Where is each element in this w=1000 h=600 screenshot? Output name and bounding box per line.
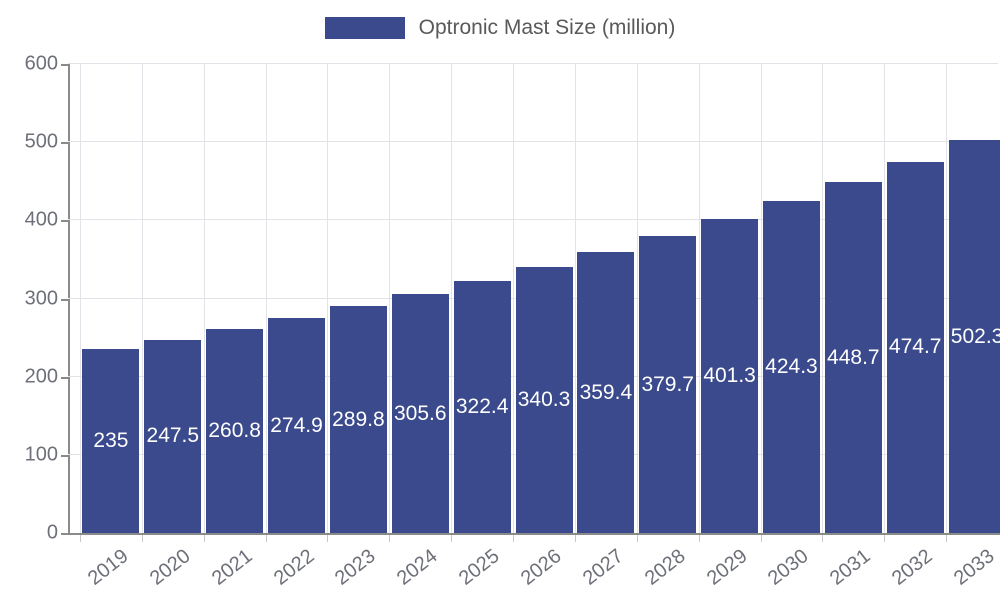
bar-value-label: 401.3 — [703, 364, 756, 388]
x-gridline — [760, 64, 762, 533]
x-axis-tick — [265, 535, 267, 542]
x-axis-tick — [698, 535, 700, 542]
y-axis-tick — [61, 64, 68, 66]
x-axis-tick — [327, 535, 329, 542]
y-axis-tick — [61, 376, 68, 379]
bar: 305.6 — [391, 294, 449, 533]
y-axis-tick-label: 600 — [24, 52, 58, 75]
bar: 260.8 — [206, 329, 264, 533]
x-gridline — [327, 64, 329, 533]
x-axis-tick-label: 2032 — [888, 545, 937, 590]
y-gridline — [68, 63, 998, 64]
x-axis-tick-label: 2033 — [949, 545, 999, 590]
legend-label[interactable]: Optronic Mast Size (million) — [418, 16, 676, 39]
x-axis-tick — [636, 535, 638, 542]
y-gridline — [68, 219, 998, 221]
x-gridline — [574, 64, 576, 533]
legend-swatch[interactable] — [324, 17, 405, 39]
y-axis-tick-label: 100 — [24, 443, 58, 466]
x-gridline — [203, 64, 205, 533]
x-axis-tick-label: 2023 — [331, 545, 380, 590]
bar: 424.3 — [762, 201, 820, 533]
bar: 448.7 — [824, 182, 882, 533]
x-axis-tick — [574, 535, 576, 542]
bar-value-label: 247.5 — [146, 424, 200, 448]
x-gridline — [946, 64, 948, 533]
x-gridline — [141, 64, 143, 533]
y-axis-tick-label: 0 — [46, 521, 58, 544]
bar: 401.3 — [701, 219, 759, 533]
x-axis-tick — [760, 535, 762, 542]
bar-value-label: 340.3 — [517, 388, 571, 411]
x-gridline — [80, 64, 81, 533]
bar-value-label: 379.7 — [641, 372, 694, 396]
bar-value-label: 424.3 — [765, 355, 818, 379]
bar-value-label: 448.7 — [827, 345, 880, 369]
bar: 474.7 — [886, 161, 944, 533]
x-axis-tick-label: 2019 — [83, 545, 133, 590]
legend[interactable]: Optronic Mast Size (million) — [0, 16, 1000, 40]
x-axis-tick-label: 2025 — [455, 545, 504, 590]
bar-value-label: 359.4 — [579, 380, 633, 404]
x-gridline — [513, 64, 515, 533]
bar-value-label: 274.9 — [270, 413, 323, 437]
bar-value-label: 235 — [93, 429, 129, 453]
bar: 247.5 — [144, 339, 202, 533]
x-axis-tick — [389, 535, 391, 542]
bar-value-label: 474.7 — [888, 335, 942, 359]
bar: 322.4 — [453, 281, 511, 533]
x-gridline — [389, 64, 391, 533]
bar: 289.8 — [329, 306, 387, 533]
plot-area: 235 247.5 260.8 274.9 289.8 305.6 322.4 340.3 35… — [68, 63, 1000, 535]
x-axis-tick-label: 2030 — [764, 545, 813, 590]
x-axis-tick-label: 2020 — [145, 545, 195, 590]
y-axis-line — [68, 64, 70, 535]
x-axis-tick — [884, 535, 886, 542]
y-axis-tick — [61, 298, 68, 301]
y-axis-tick-label: 400 — [24, 208, 58, 231]
x-gridline — [265, 64, 267, 533]
x-axis-tick-label: 2024 — [393, 545, 442, 590]
bar-value-label: 289.8 — [332, 407, 385, 431]
x-gridline — [636, 64, 638, 533]
bar-value-label: 305.6 — [393, 401, 447, 425]
bar: 359.4 — [577, 252, 635, 533]
x-axis-tick — [141, 535, 143, 542]
y-axis-tick — [61, 454, 68, 457]
x-axis-tick — [822, 535, 824, 542]
bar: 235 — [82, 349, 140, 533]
x-gridline — [822, 64, 824, 533]
x-axis-tick — [203, 535, 205, 542]
bar: 379.7 — [639, 236, 697, 533]
y-axis-tick — [61, 142, 68, 145]
y-axis-tick — [61, 220, 68, 223]
y-axis-tick — [61, 533, 68, 535]
bar-value-label: 502.3 — [950, 324, 1000, 348]
x-axis-tick-label: 2027 — [578, 545, 628, 590]
x-gridline — [884, 64, 886, 533]
x-gridline — [698, 64, 700, 533]
bar: 274.9 — [268, 318, 326, 533]
bar: 340.3 — [515, 267, 573, 533]
x-axis-tick-label: 2021 — [207, 545, 257, 590]
bar: 502.3 — [948, 140, 1000, 533]
y-axis-tick-label: 200 — [24, 365, 58, 388]
bar-value-label: 260.8 — [208, 419, 261, 443]
x-axis-line — [68, 533, 1000, 535]
y-axis-tick-label: 500 — [24, 130, 58, 153]
x-axis-tick-label: 2028 — [640, 545, 690, 590]
x-axis-tick-label: 2029 — [702, 545, 752, 590]
x-axis-tick-label: 2031 — [826, 545, 875, 590]
x-axis-tick — [513, 535, 515, 542]
x-axis-tick — [80, 535, 81, 542]
x-axis-tick — [451, 535, 453, 542]
y-gridline — [68, 141, 998, 143]
x-axis-tick-label: 2022 — [269, 545, 319, 590]
x-axis-tick-label: 2026 — [516, 545, 566, 590]
x-gridline — [451, 64, 453, 533]
x-axis-tick — [946, 535, 948, 542]
y-axis-tick-label: 300 — [24, 287, 58, 309]
bar-value-label: 322.4 — [455, 395, 509, 418]
